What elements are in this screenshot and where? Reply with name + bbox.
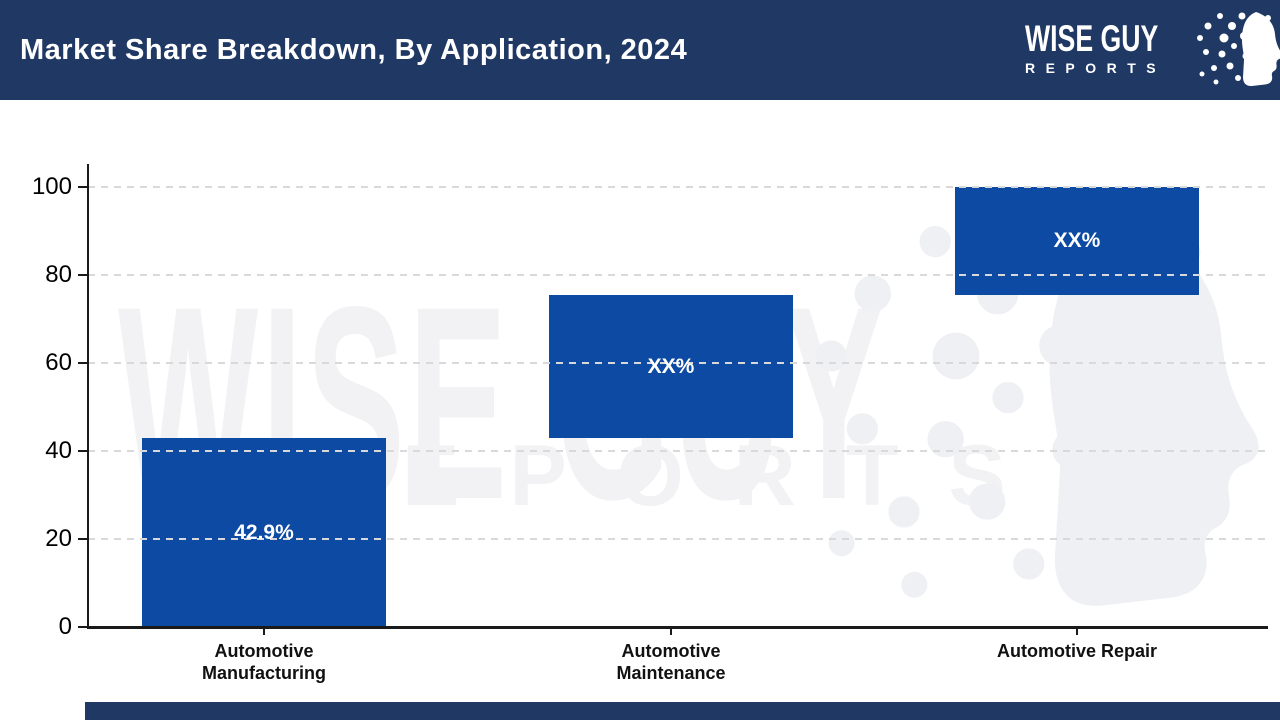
page-title: Market Share Breakdown, By Application, … [20,34,688,66]
x-category-label-line: Automotive Repair [996,641,1158,661]
x-tick-mark [1076,629,1078,635]
y-tick-label: 80 [45,261,72,288]
x-tick-mark [263,629,265,635]
y-tick-label: 100 [31,173,72,200]
bar-1 [142,438,386,627]
x-category-label-line: Maintenance [616,663,726,683]
y-axis-line [87,164,89,629]
y-tick-label: 20 [45,525,72,552]
y-tick-mark [78,362,87,364]
x-category-label: Automotive Manufacturing [114,640,414,684]
bar-3 [955,187,1199,296]
gridline-y-20 [88,538,1268,540]
x-tick-mark [670,629,672,635]
gridline-y-80 [88,274,1268,276]
y-tick-label: 60 [45,349,72,376]
header-bar: Market Share Breakdown, By Application, … [0,0,1280,100]
logo-subtitle: REPORTS [1024,60,1167,76]
gridline-y-60 [88,362,1268,364]
y-tick-label: 40 [45,437,72,464]
y-tick-mark [78,626,87,628]
footer-bar [85,702,1280,720]
logo-text: WISE GUY REPORTS [1025,20,1210,76]
gridline-y-40 [88,450,1268,452]
x-category-label-line: Automotive [621,641,721,661]
y-tick-mark [78,274,87,276]
y-tick-mark [78,450,87,452]
x-category-label: Automotive Repair [927,640,1227,662]
wise-guy-reports-logo: WISE GUY REPORTS [1022,6,1280,94]
y-tick-label: 0 [58,613,72,640]
x-category-label: Automotive Maintenance [521,640,821,684]
watermark-line2: REPORTS [290,428,1056,524]
logo-face-dots-icon [1197,12,1280,87]
bar-value-label: 42.9% [234,520,294,544]
x-axis-line [87,626,1268,629]
y-tick-mark [78,538,87,540]
bar-value-label: XX% [647,354,695,378]
logo-wordmark: WISE GUY [1024,18,1159,59]
bar-value-label: XX% [1053,229,1101,253]
x-category-label-line: Automotive [214,641,314,661]
y-tick-mark [78,186,87,188]
bar-2 [549,295,793,439]
x-category-label-line: Manufacturing [202,663,326,683]
gridline-y-100 [88,186,1268,188]
